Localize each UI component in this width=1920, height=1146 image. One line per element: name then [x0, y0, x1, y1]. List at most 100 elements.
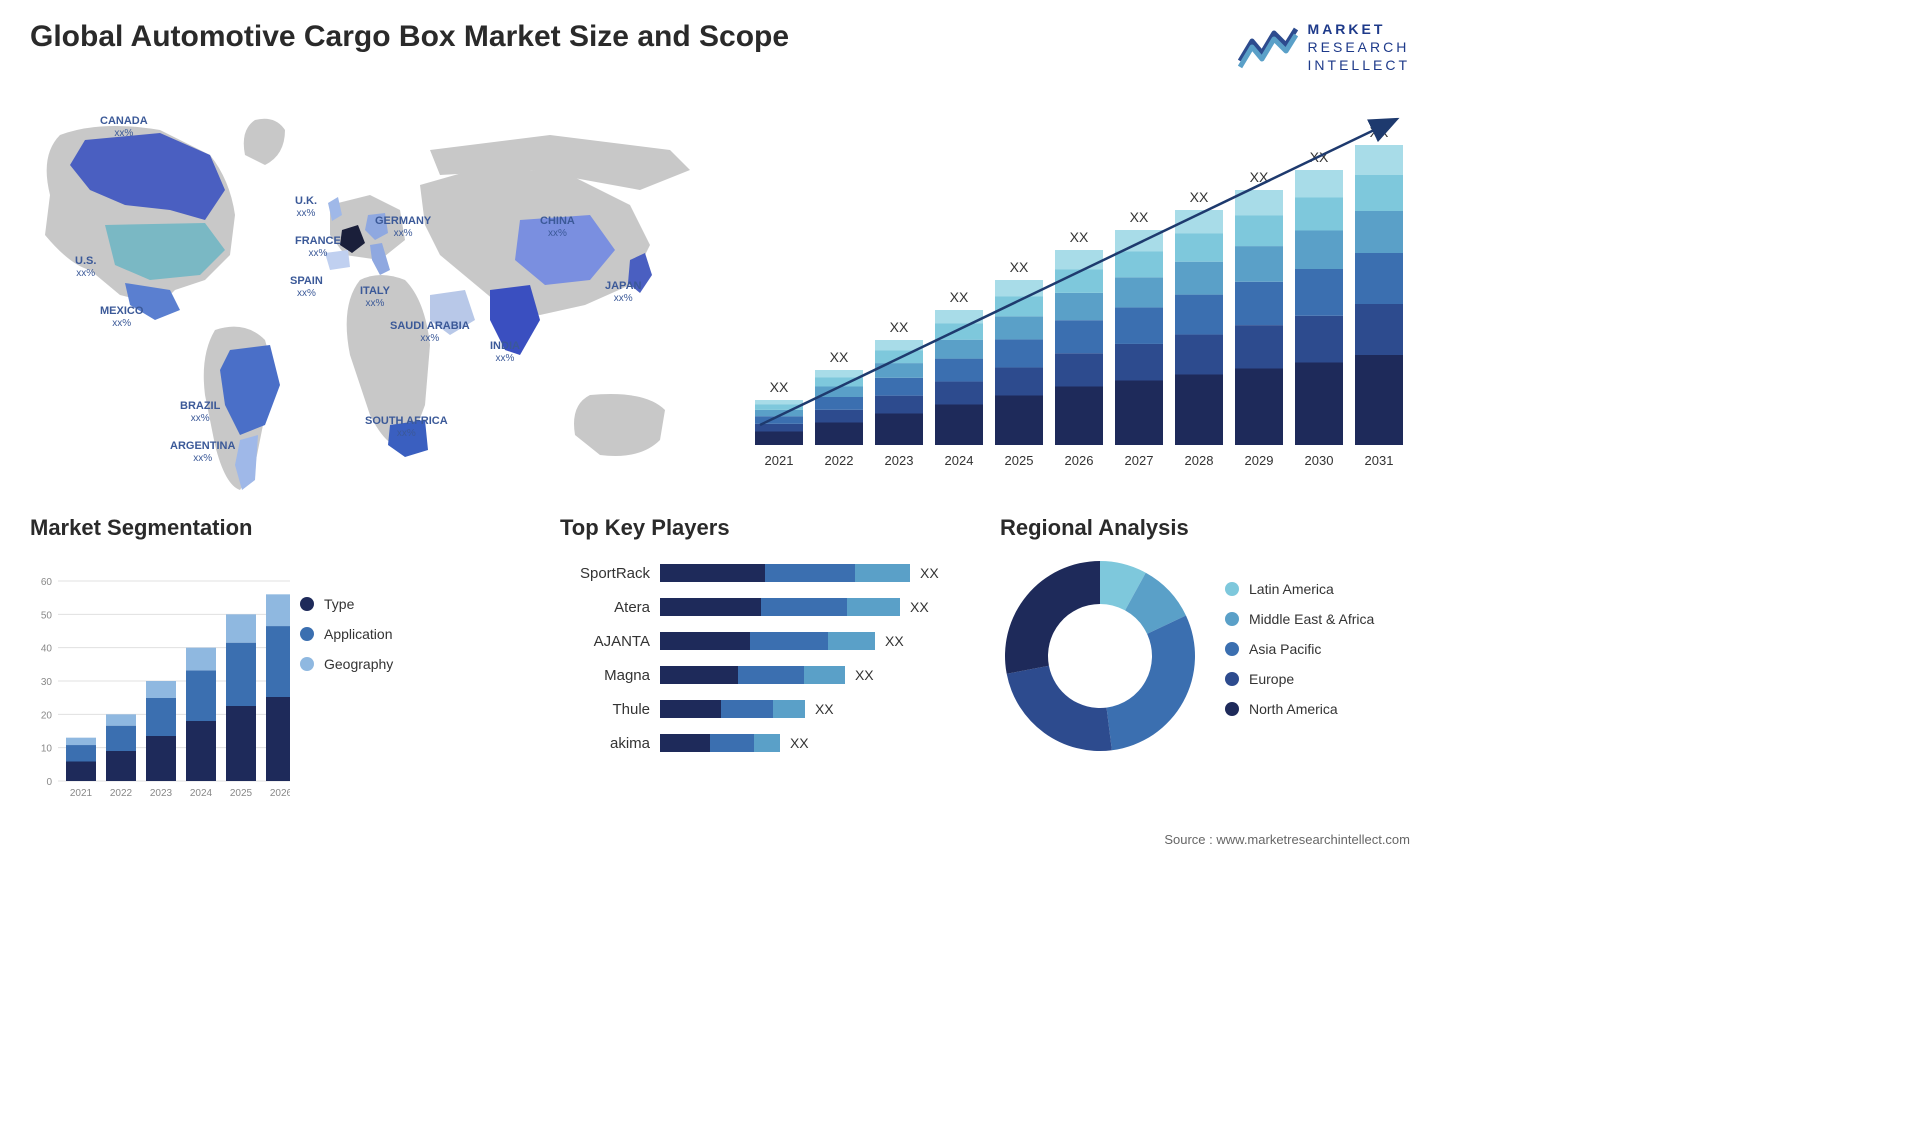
- player-value: XX: [790, 735, 809, 751]
- map-label: MEXICOxx%: [100, 305, 143, 329]
- svg-text:2029: 2029: [1245, 453, 1274, 468]
- svg-text:XX: XX: [1010, 259, 1029, 275]
- map-label: GERMANYxx%: [375, 215, 431, 239]
- svg-text:2021: 2021: [70, 788, 93, 799]
- legend-label: Latin America: [1249, 581, 1334, 597]
- svg-text:2021: 2021: [765, 453, 794, 468]
- growth-chart: XX2021XX2022XX2023XX2024XX2025XX2026XX20…: [750, 105, 1410, 475]
- player-row: Thule XX: [560, 697, 980, 721]
- legend-swatch: [1225, 702, 1239, 716]
- legend-swatch: [1225, 672, 1239, 686]
- legend-swatch: [1225, 612, 1239, 626]
- map-label: JAPANxx%: [605, 280, 641, 304]
- legend-label: Asia Pacific: [1249, 641, 1321, 657]
- players-section: Top Key Players SportRackXXAteraXXAJANTA…: [560, 515, 980, 765]
- svg-text:2024: 2024: [945, 453, 974, 468]
- svg-text:40: 40: [41, 644, 53, 655]
- segmentation-heading: Market Segmentation: [30, 515, 460, 541]
- legend-swatch: [300, 657, 314, 671]
- regional-heading: Regional Analysis: [1000, 515, 1410, 541]
- player-row: Atera XX: [560, 595, 980, 619]
- player-value: XX: [885, 633, 904, 649]
- brand-logo: MARKET RESEARCH INTELLECT: [1238, 20, 1410, 75]
- map-label: ARGENTINAxx%: [170, 440, 235, 464]
- player-row: SportRack XX: [560, 561, 980, 585]
- logo-text-2: RESEARCH: [1308, 38, 1410, 56]
- svg-text:20: 20: [41, 710, 53, 721]
- player-name: akima: [560, 735, 660, 752]
- svg-text:2026: 2026: [270, 788, 290, 799]
- players-heading: Top Key Players: [560, 515, 980, 541]
- legend-label: Europe: [1249, 671, 1294, 687]
- svg-text:2024: 2024: [190, 788, 213, 799]
- map-label: U.S.xx%: [75, 255, 96, 279]
- player-name: SportRack: [560, 565, 660, 582]
- svg-text:2025: 2025: [1005, 453, 1034, 468]
- player-bar: [660, 666, 845, 684]
- map-label: U.K.xx%: [295, 195, 317, 219]
- player-value: XX: [815, 701, 834, 717]
- svg-text:XX: XX: [950, 289, 969, 305]
- source-label: Source : www.marketresearchintellect.com: [1164, 832, 1410, 847]
- svg-text:10: 10: [41, 744, 53, 755]
- regional-legend-item: Asia Pacific: [1225, 641, 1374, 657]
- map-label: CHINAxx%: [540, 215, 575, 239]
- regional-legend-item: Europe: [1225, 671, 1374, 687]
- svg-text:XX: XX: [1070, 229, 1089, 245]
- player-name: Thule: [560, 701, 660, 718]
- legend-label: Type: [324, 596, 354, 612]
- regional-legend-item: North America: [1225, 701, 1374, 717]
- player-row: AJANTA XX: [560, 629, 980, 653]
- legend-label: Application: [324, 626, 393, 642]
- svg-text:XX: XX: [770, 379, 789, 395]
- svg-text:2028: 2028: [1185, 453, 1214, 468]
- map-label: SPAINxx%: [290, 275, 323, 299]
- legend-swatch: [300, 627, 314, 641]
- segmentation-legend-item: Geography: [300, 656, 393, 672]
- svg-text:2023: 2023: [150, 788, 173, 799]
- svg-text:XX: XX: [1190, 189, 1209, 205]
- map-label: ITALYxx%: [360, 285, 390, 309]
- svg-text:60: 60: [41, 577, 53, 588]
- regional-donut: [1000, 556, 1200, 756]
- players-list: SportRack XX Atera XX AJANTA XX MagnaXX Thule XX…: [560, 561, 980, 755]
- player-row: akima XX: [560, 731, 980, 755]
- player-name: Atera: [560, 599, 660, 616]
- svg-text:XX: XX: [890, 319, 909, 335]
- legend-label: North America: [1249, 701, 1338, 717]
- svg-text:XX: XX: [830, 349, 849, 365]
- svg-text:50: 50: [41, 610, 53, 621]
- svg-text:0: 0: [46, 777, 52, 788]
- map-label: BRAZILxx%: [180, 400, 220, 424]
- player-value: XX: [910, 599, 929, 615]
- player-bar: [660, 564, 910, 582]
- player-bar: [660, 734, 780, 752]
- svg-text:2027: 2027: [1125, 453, 1154, 468]
- legend-label: Middle East & Africa: [1249, 611, 1374, 627]
- growth-chart-svg: XX2021XX2022XX2023XX2024XX2025XX2026XX20…: [750, 105, 1410, 475]
- logo-text-3: INTELLECT: [1308, 56, 1410, 74]
- page-title: Global Automotive Cargo Box Market Size …: [30, 20, 789, 54]
- player-value: XX: [920, 565, 939, 581]
- map-label: SAUDI ARABIAxx%: [390, 320, 470, 344]
- svg-text:2026: 2026: [1065, 453, 1094, 468]
- svg-text:2023: 2023: [885, 453, 914, 468]
- map-label: CANADAxx%: [100, 115, 148, 139]
- map-label: SOUTH AFRICAxx%: [365, 415, 448, 439]
- regional-section: Regional Analysis Latin America Middle Ea…: [1000, 515, 1410, 756]
- player-bar: [660, 598, 900, 616]
- player-bar: [660, 632, 875, 650]
- svg-text:2030: 2030: [1305, 453, 1334, 468]
- segmentation-section: Market Segmentation 01020304050602021202…: [30, 515, 460, 806]
- legend-swatch: [300, 597, 314, 611]
- logo-icon: [1238, 23, 1298, 71]
- segmentation-legend-item: Type: [300, 596, 393, 612]
- segmentation-legend: Type Application Geography: [300, 596, 393, 686]
- player-row: MagnaXX: [560, 663, 980, 687]
- svg-text:2022: 2022: [110, 788, 133, 799]
- regional-legend-item: Middle East & Africa: [1225, 611, 1374, 627]
- segmentation-chart: 0102030405060202120222023202420252026: [30, 556, 290, 806]
- player-name: AJANTA: [560, 633, 660, 650]
- legend-swatch: [1225, 642, 1239, 656]
- world-map: CANADAxx% U.S.xx% MEXICOxx% BRAZILxx% ARGENT…: [30, 95, 710, 495]
